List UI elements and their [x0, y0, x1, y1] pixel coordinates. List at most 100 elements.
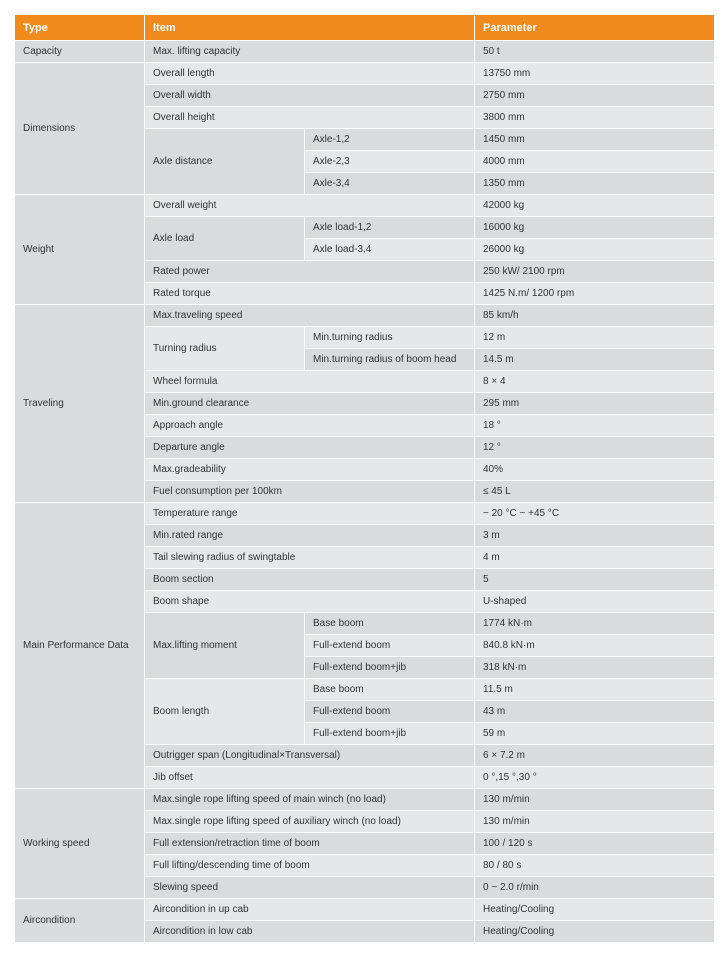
param-cell: 80 / 80 s [475, 855, 715, 877]
param-cell: 85 km/h [475, 305, 715, 327]
item-cell: Min.rated range [145, 525, 475, 547]
param-cell: 3 m [475, 525, 715, 547]
param-cell: 130 m/min [475, 789, 715, 811]
subitem-cell: Axle load-1,2 [305, 217, 475, 239]
param-cell: 0 °,15 °,30 ° [475, 767, 715, 789]
item-cell: Boom section [145, 569, 475, 591]
table-row: DimensionsOverall length13750 mm [15, 63, 715, 85]
item-cell: Overall length [145, 63, 475, 85]
item-cell: Jib offset [145, 767, 475, 789]
param-cell: 1350 mm [475, 173, 715, 195]
subitem-cell: Axle-1,2 [305, 129, 475, 151]
param-cell: 42000 kg [475, 195, 715, 217]
subitem-cell: Axle-2,3 [305, 151, 475, 173]
param-cell: 4000 mm [475, 151, 715, 173]
item-cell: Axle distance [145, 129, 305, 195]
item-cell: Max. lifting capacity [145, 41, 475, 63]
param-cell: 6 × 7.2 m [475, 745, 715, 767]
param-cell: 13750 mm [475, 63, 715, 85]
item-cell: Axle load [145, 217, 305, 261]
param-cell: 12 ° [475, 437, 715, 459]
type-cell: Main Performance Data [15, 503, 145, 789]
item-cell: Approach angle [145, 415, 475, 437]
subitem-cell: Axle load-3,4 [305, 239, 475, 261]
param-cell: 250 kW/ 2100 rpm [475, 261, 715, 283]
param-cell: 59 m [475, 723, 715, 745]
param-cell: U-shaped [475, 591, 715, 613]
subitem-cell: Min.turning radius [305, 327, 475, 349]
item-cell: Overall weight [145, 195, 475, 217]
item-cell: Full extension/retraction time of boom [145, 833, 475, 855]
subitem-cell: Full-extend boom+jib [305, 723, 475, 745]
param-cell: 26000 kg [475, 239, 715, 261]
item-cell: Max.gradeability [145, 459, 475, 481]
param-cell: 100 / 120 s [475, 833, 715, 855]
table-row: Working speedMax.single rope lifting spe… [15, 789, 715, 811]
param-cell: 40% [475, 459, 715, 481]
param-cell: 3800 mm [475, 107, 715, 129]
table-row: TravelingMax.traveling speed85 km/h [15, 305, 715, 327]
type-cell: Weight [15, 195, 145, 305]
table-row: CapacityMax. lifting capacity50 t [15, 41, 715, 63]
table-row: Main Performance DataTemperature range− … [15, 503, 715, 525]
param-cell: 43 m [475, 701, 715, 723]
subitem-cell: Axle-3,4 [305, 173, 475, 195]
param-cell: 295 mm [475, 393, 715, 415]
subitem-cell: Base boom [305, 679, 475, 701]
header-item: Item [145, 15, 475, 41]
param-cell: 2750 mm [475, 85, 715, 107]
subitem-cell: Min.turning radius of boom head [305, 349, 475, 371]
item-cell: Slewing speed [145, 877, 475, 899]
spec-table: Type Item Parameter CapacityMax. lifting… [14, 14, 715, 943]
table-row: AirconditionAircondition in up cabHeatin… [15, 899, 715, 921]
subitem-cell: Base boom [305, 613, 475, 635]
param-cell: 18 ° [475, 415, 715, 437]
param-cell: 16000 kg [475, 217, 715, 239]
item-cell: Full lifting/descending time of boom [145, 855, 475, 877]
item-cell: Aircondition in low cab [145, 921, 475, 943]
param-cell: 1425 N.m/ 1200 rpm [475, 283, 715, 305]
item-cell: Tail slewing radius of swingtable [145, 547, 475, 569]
item-cell: Fuel consumption per 100km [145, 481, 475, 503]
item-cell: Max.traveling speed [145, 305, 475, 327]
item-cell: Overall width [145, 85, 475, 107]
param-cell: 14.5 m [475, 349, 715, 371]
param-cell: 0 ~ 2.0 r/min [475, 877, 715, 899]
type-cell: Dimensions [15, 63, 145, 195]
param-cell: 8 × 4 [475, 371, 715, 393]
item-cell: Outrigger span (Longitudinal×Transversal… [145, 745, 475, 767]
item-cell: Overall height [145, 107, 475, 129]
param-cell: ≤ 45 L [475, 481, 715, 503]
subitem-cell: Full-extend boom+jib [305, 657, 475, 679]
param-cell: Heating/Cooling [475, 921, 715, 943]
item-cell: Max.lifting moment [145, 613, 305, 679]
item-cell: Boom shape [145, 591, 475, 613]
header-type: Type [15, 15, 145, 41]
item-cell: Boom length [145, 679, 305, 745]
item-cell: Departure angle [145, 437, 475, 459]
param-cell: 130 m/min [475, 811, 715, 833]
param-cell: 50 t [475, 41, 715, 63]
table-row: WeightOverall weight42000 kg [15, 195, 715, 217]
type-cell: Working speed [15, 789, 145, 899]
header-parameter: Parameter [475, 15, 715, 41]
table-body: CapacityMax. lifting capacity50 tDimensi… [15, 41, 715, 943]
type-cell: Traveling [15, 305, 145, 503]
param-cell: 4 m [475, 547, 715, 569]
param-cell: 11.5 m [475, 679, 715, 701]
item-cell: Rated power [145, 261, 475, 283]
param-cell: 840.8 kN·m [475, 635, 715, 657]
item-cell: Turning radius [145, 327, 305, 371]
param-cell: 1450 mm [475, 129, 715, 151]
item-cell: Temperature range [145, 503, 475, 525]
param-cell: − 20 °C ~ +45 °C [475, 503, 715, 525]
param-cell: 5 [475, 569, 715, 591]
item-cell: Aircondition in up cab [145, 899, 475, 921]
type-cell: Aircondition [15, 899, 145, 943]
item-cell: Max.single rope lifting speed of auxilia… [145, 811, 475, 833]
item-cell: Min.ground clearance [145, 393, 475, 415]
param-cell: 1774 kN·m [475, 613, 715, 635]
param-cell: 318 kN·m [475, 657, 715, 679]
item-cell: Rated torque [145, 283, 475, 305]
item-cell: Max.single rope lifting speed of main wi… [145, 789, 475, 811]
